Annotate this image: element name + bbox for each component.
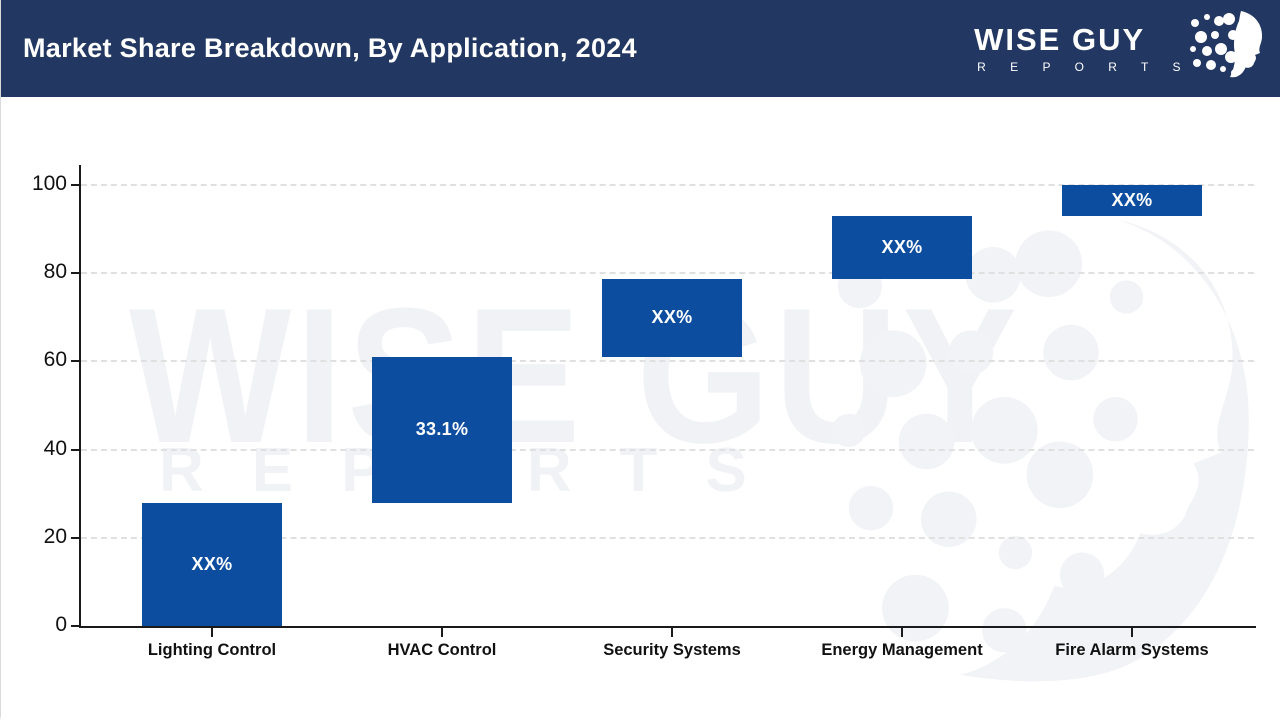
waterfall-bar: XX% xyxy=(832,215,972,280)
wise-guy-logo: WISE GUY R E P O R T S xyxy=(974,7,1280,91)
gridline xyxy=(81,360,1254,363)
x-axis-tick xyxy=(441,628,443,637)
logo-wordmark: WISE GUY xyxy=(974,21,1146,57)
y-tick-label: 40 xyxy=(43,436,67,460)
y-tick-label: 20 xyxy=(43,524,67,548)
x-category-label: HVAC Control xyxy=(387,641,497,659)
y-tick-label: 100 xyxy=(31,172,67,195)
y-axis-tick xyxy=(71,272,80,275)
y-tick-label: 60 xyxy=(43,348,67,372)
y-axis-tick xyxy=(71,360,80,363)
bar-value-label: XX% xyxy=(881,237,923,258)
bar-value-label: XX% xyxy=(191,553,233,574)
x-axis-tick xyxy=(211,628,213,637)
gridline xyxy=(81,448,1254,451)
waterfall-bar: XX% xyxy=(1062,185,1202,216)
bar-value-label: XX% xyxy=(1111,189,1153,210)
gridline xyxy=(81,536,1254,539)
x-axis-tick xyxy=(671,628,673,637)
header: Market Share Breakdown, By Application, … xyxy=(1,0,1280,97)
gridline xyxy=(81,272,1254,275)
y-tick-label: 80 xyxy=(43,260,67,284)
y-axis-tick xyxy=(71,536,80,539)
y-axis-tick xyxy=(71,625,80,627)
y-axis-tick xyxy=(71,184,80,186)
x-category-label: Lighting Control xyxy=(147,641,277,659)
logo-head-icon xyxy=(1190,10,1263,77)
bar-value-label: XX% xyxy=(651,307,693,328)
y-axis xyxy=(79,165,81,628)
y-axis-tick xyxy=(71,448,80,451)
gridline xyxy=(81,184,1254,186)
bar-value-label: 33.1% xyxy=(415,419,469,440)
waterfall-bar: 33.1% xyxy=(372,356,512,503)
chart-title: Market Share Breakdown, By Application, … xyxy=(23,33,637,63)
x-category-label: Security Systems xyxy=(603,641,741,659)
waterfall-bar: XX% xyxy=(602,279,742,357)
waterfall-bar: XX% xyxy=(142,502,282,626)
x-axis-tick xyxy=(1131,628,1133,637)
x-axis-tick xyxy=(901,628,903,637)
x-category-label: Energy Management xyxy=(821,641,983,659)
x-category-label: Fire Alarm Systems xyxy=(1055,641,1209,659)
x-axis xyxy=(79,626,1256,628)
y-tick-label: 0 xyxy=(55,613,67,636)
logo-subtext: R E P O R T S xyxy=(977,59,1191,74)
